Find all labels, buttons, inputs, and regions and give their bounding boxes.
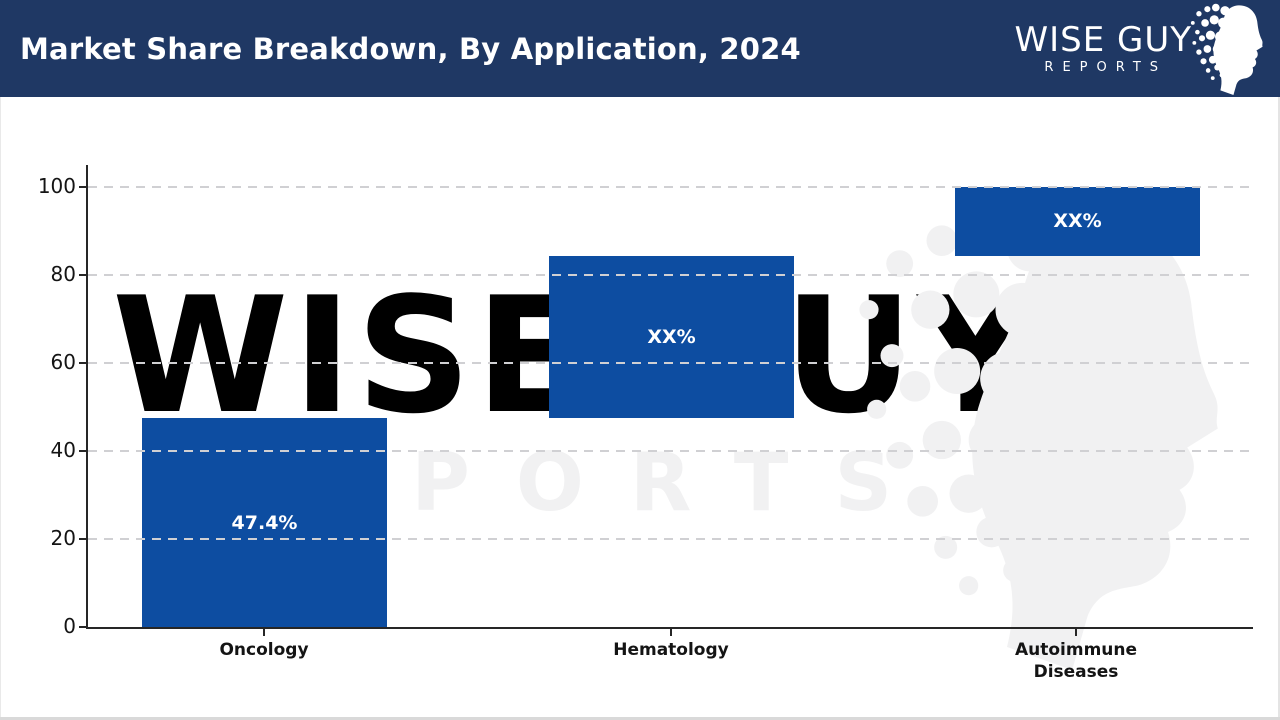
x-tick-autoimmune-diseases — [1075, 629, 1077, 636]
gridline-20 — [88, 538, 1253, 540]
logo-wordmark: WISE GUY — [1014, 19, 1192, 60]
y-tick-mark — [79, 362, 87, 364]
y-tick-mark — [79, 538, 87, 540]
y-tick-label: 0 — [63, 614, 76, 638]
logo-face-icon — [1190, 3, 1263, 95]
page-bottom-border — [0, 717, 1280, 720]
y-tick-mark — [79, 450, 87, 452]
chart-title: Market Share Breakdown, By Application, … — [20, 31, 801, 66]
header: Market Share Breakdown, By Application, … — [0, 0, 1280, 97]
y-tick-label: 40 — [50, 438, 76, 462]
y-tick-label: 60 — [50, 350, 76, 374]
gridline-80 — [88, 274, 1253, 276]
y-tick-mark — [79, 626, 87, 628]
bar-value-label: XX% — [647, 326, 696, 349]
page-left-border — [0, 97, 1, 720]
y-tick-label: 80 — [50, 262, 76, 286]
x-axis-label-oncology: Oncology — [219, 640, 309, 660]
x-tick-oncology — [263, 629, 265, 636]
logo-text: WISE GUY REPORTS — [1014, 23, 1192, 75]
gridline-100 — [88, 186, 1253, 188]
bar-value-label: XX% — [1053, 210, 1102, 233]
y-tick-mark — [79, 186, 87, 188]
gridline-60 — [88, 362, 1253, 364]
x-axis-label-autoimmune-diseases: Autoimmune Diseases — [1014, 640, 1138, 682]
bar-oncology: 47.4% — [142, 418, 387, 627]
x-tick-hematology — [670, 629, 672, 636]
y-tick-label: 20 — [50, 526, 76, 550]
bar-value-label: 47.4% — [231, 511, 298, 534]
y-axis-line — [86, 165, 88, 629]
bar-autoimmune-diseases: XX% — [955, 187, 1200, 256]
x-axis-label-hematology: Hematology — [613, 640, 729, 660]
page-right-border — [1278, 97, 1280, 720]
wise-guy-logo: WISE GUY REPORTS — [1014, 3, 1268, 95]
bar-hematology: XX% — [549, 255, 794, 419]
y-tick-mark — [79, 274, 87, 276]
x-axis-line — [86, 627, 1253, 629]
logo-subtitle: REPORTS — [1044, 59, 1168, 75]
y-tick-label: 100 — [37, 174, 76, 198]
watermark-face-icon — [859, 213, 1218, 670]
gridline-40 — [88, 450, 1253, 452]
